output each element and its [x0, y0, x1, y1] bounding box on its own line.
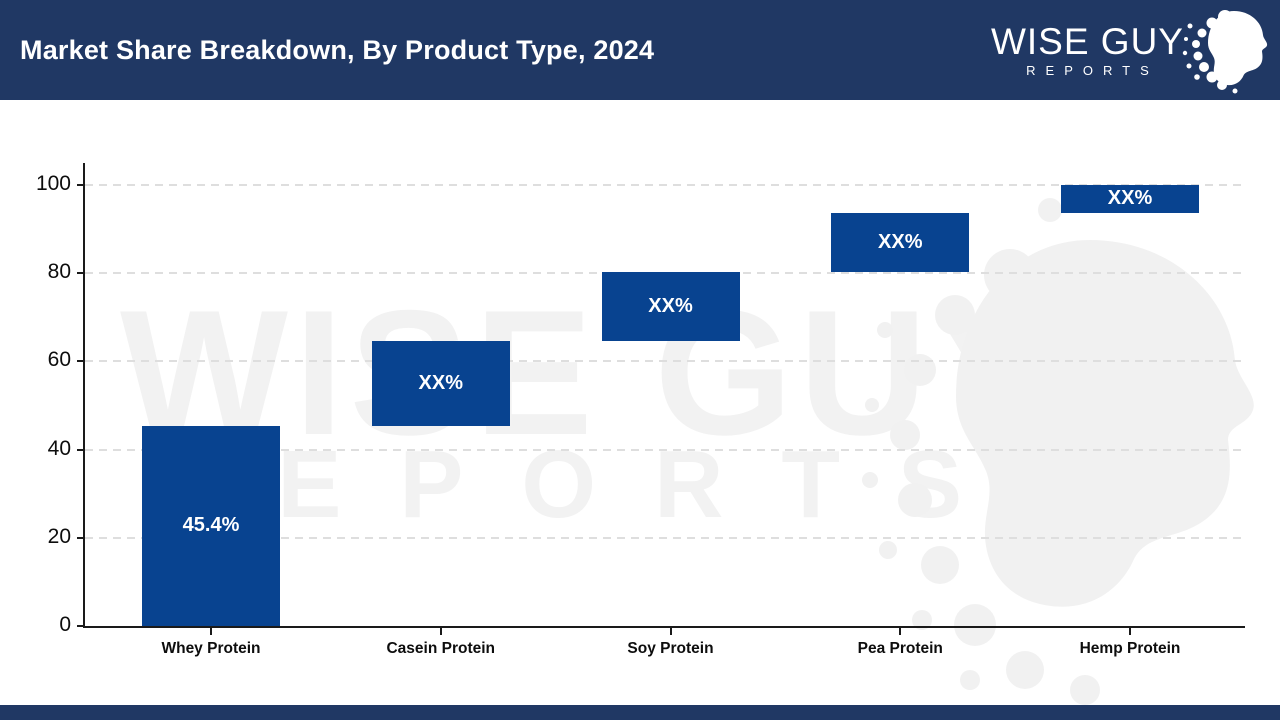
y-axis-label: 100: [35, 172, 71, 196]
y-axis-tick: [77, 360, 85, 363]
y-axis-tick: [77, 448, 85, 451]
y-axis-label: 80: [47, 260, 71, 284]
x-axis-tick: [899, 628, 902, 635]
wise-guy-reports-logo: WISE GUY REPORTS: [991, 6, 1270, 94]
x-axis-label: Casein Protein: [386, 640, 496, 657]
y-axis-tick: [77, 272, 85, 275]
logo-text: WISE GUY REPORTS: [991, 23, 1184, 78]
logo-wordmark: WISE GUY: [990, 20, 1184, 62]
y-axis-tick: [77, 184, 85, 187]
x-axis-label: Hemp Protein: [1079, 640, 1181, 657]
logo-subtitle: REPORTS: [1026, 62, 1159, 78]
y-axis-tick: [77, 625, 85, 627]
chart-title: Market Share Breakdown, By Product Type,…: [20, 34, 655, 65]
x-axis-label: Pea Protein: [857, 640, 943, 657]
bar-value-label: 45.4%: [182, 514, 240, 537]
bar-value-label: XX%: [878, 230, 923, 253]
bar-value-label: XX%: [1107, 187, 1153, 210]
x-axis-tick: [1129, 628, 1131, 635]
gridline: [85, 448, 1245, 451]
y-axis-label: 40: [47, 436, 71, 460]
watermark-face-icon: [862, 189, 1254, 705]
bar-value-label: XX%: [418, 371, 463, 394]
y-axis-label: 0: [59, 613, 71, 636]
y-axis-label: 20: [47, 524, 71, 548]
y-axis-line: [83, 163, 85, 628]
x-axis-tick: [210, 628, 212, 635]
x-axis-tick: [439, 628, 442, 635]
gridline: [85, 184, 1245, 187]
gridline: [85, 536, 1245, 539]
x-axis-label: Whey Protein: [161, 640, 261, 657]
gridline: [85, 360, 1245, 363]
header-bar: Market Share Breakdown, By Product Type,…: [0, 0, 1280, 100]
waterfall-bar-2: XX%: [371, 341, 510, 426]
waterfall-bar-4: XX%: [831, 212, 970, 272]
y-axis-tick: [77, 536, 85, 539]
waterfall-bar-3: XX%: [601, 271, 740, 342]
x-axis-line: [83, 626, 1245, 628]
footer-bar: [0, 705, 1280, 720]
bar-value-label: XX%: [648, 295, 693, 318]
logo-face-icon: [1182, 10, 1268, 94]
x-axis-tick: [669, 628, 672, 635]
chart-area: WISE GUY REPORTS 0 20 40 60 80 100 45.4% Whey P…: [0, 100, 1280, 705]
waterfall-bar-5: XX%: [1061, 185, 1199, 213]
x-axis-label: Soy Protein: [627, 640, 714, 657]
waterfall-bar-1: 45.4%: [142, 425, 280, 626]
y-axis-label: 60: [47, 348, 71, 372]
